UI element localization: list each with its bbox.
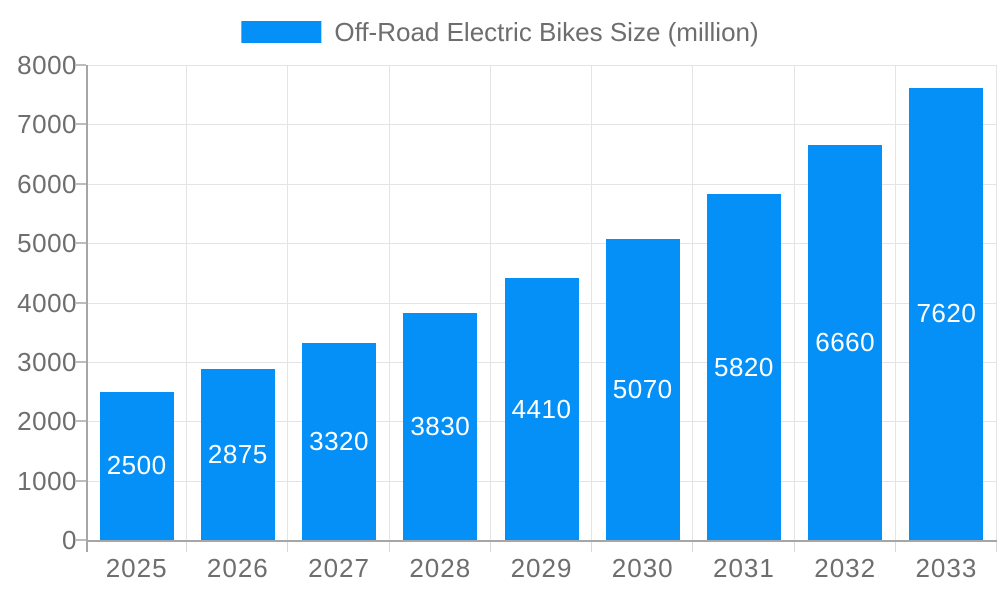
v-gridline <box>388 65 390 540</box>
y-tick <box>76 301 86 304</box>
x-tick <box>591 542 593 552</box>
bar-value-label: 3830 <box>410 410 471 441</box>
x-axis-label: 2027 <box>308 553 370 583</box>
x-axis-label: 2025 <box>105 553 168 583</box>
x-tick <box>692 542 694 552</box>
y-tick <box>76 123 86 126</box>
h-gridline <box>86 243 997 245</box>
bar[interactable]: 4410 <box>504 278 579 540</box>
bar-value-label: 4410 <box>511 393 572 424</box>
bar-value-label: 2875 <box>207 439 268 470</box>
bar-value-label: 2500 <box>106 450 167 481</box>
x-tick <box>489 542 491 552</box>
x-tick <box>996 542 997 552</box>
bar[interactable]: 2875 <box>200 369 275 540</box>
legend-label: Off-Road Electric Bikes Size (million) <box>334 17 759 47</box>
x-axis-label: 2031 <box>713 553 775 583</box>
plot-area: 2500 2875 3320 3830 4410 5070 5820 6660 7620 <box>76 64 997 552</box>
v-gridline <box>692 65 694 540</box>
v-gridline <box>489 65 491 540</box>
y-axis-label: 8000 <box>17 50 77 80</box>
bar[interactable]: 3320 <box>302 342 377 540</box>
bar-value-label: 5070 <box>612 373 673 404</box>
x-axis-label: 2030 <box>611 553 674 583</box>
y-axis-label: 0 <box>62 525 77 555</box>
x-axis-label: 2029 <box>510 553 573 583</box>
x-axis-label: 2028 <box>409 553 472 583</box>
y-axis-label: 6000 <box>17 168 77 199</box>
h-gridline <box>86 124 997 126</box>
y-axis-label: 1000 <box>17 465 77 496</box>
v-gridline <box>894 65 896 540</box>
y-axis-label: 2000 <box>17 406 77 437</box>
h-gridline <box>86 65 997 66</box>
bar[interactable]: 3830 <box>403 312 478 540</box>
bar[interactable]: 5070 <box>605 238 680 540</box>
v-gridline <box>591 65 593 540</box>
v-gridline <box>996 65 997 540</box>
v-gridline <box>186 65 188 540</box>
y-axis-label: 4000 <box>17 287 77 318</box>
y-tick <box>76 479 86 482</box>
x-tick <box>287 542 289 552</box>
y-axis-label: 3000 <box>17 346 77 377</box>
x-tick <box>388 542 390 552</box>
y-tick <box>76 182 86 185</box>
bar-value-label: 3320 <box>309 425 369 456</box>
y-axis-line <box>86 65 88 550</box>
y-tick <box>76 360 86 363</box>
bar[interactable]: 2500 <box>99 391 174 540</box>
legend-swatch <box>241 21 322 43</box>
y-axis-label: 7000 <box>17 109 77 140</box>
h-gridline <box>86 183 997 185</box>
x-axis-label: 2032 <box>814 553 877 583</box>
bar-value-label: 7620 <box>916 298 977 329</box>
y-axis-label: 5000 <box>17 228 77 259</box>
y-tick <box>76 64 86 66</box>
bar[interactable]: 7620 <box>909 87 984 540</box>
x-tick <box>186 542 188 552</box>
bar-value-label: 6660 <box>815 326 876 357</box>
y-tick <box>76 420 86 423</box>
x-tick <box>793 542 795 552</box>
x-axis-label: 2033 <box>915 553 978 583</box>
x-axis-line <box>86 540 997 542</box>
bar[interactable]: 6660 <box>808 144 883 540</box>
bar-value-label: 5820 <box>714 351 774 382</box>
x-axis-label: 2026 <box>206 553 269 583</box>
v-gridline <box>793 65 795 540</box>
v-gridline <box>287 65 289 540</box>
legend-item[interactable]: Off-Road Electric Bikes Size (million) <box>241 17 759 47</box>
bar[interactable]: 5820 <box>706 194 781 540</box>
y-tick <box>76 539 86 541</box>
x-tick <box>894 542 896 552</box>
y-tick <box>76 242 86 245</box>
